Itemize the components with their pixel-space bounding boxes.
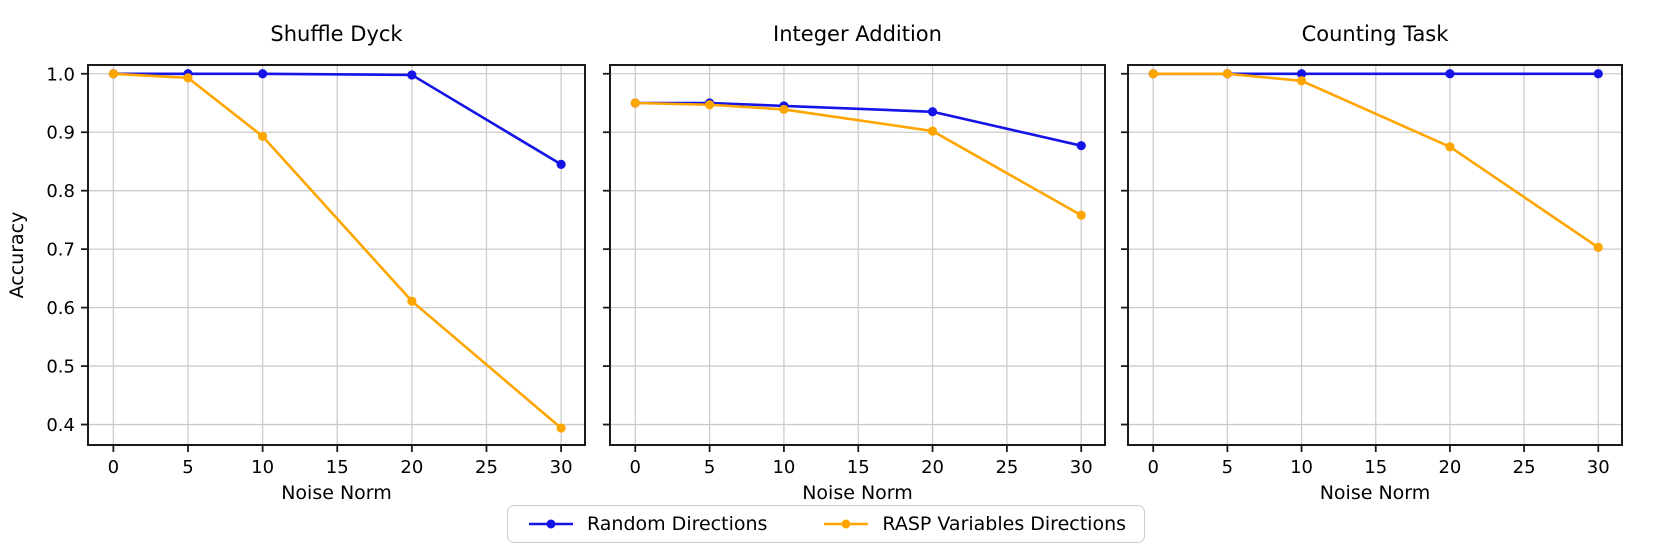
data-point-rasp-variables-directions	[1148, 69, 1158, 79]
x-axis-label: Noise Norm	[281, 482, 392, 504]
y-axis-label: Accuracy	[6, 211, 28, 299]
data-point-rasp-variables-directions	[407, 296, 417, 306]
data-point-rasp-variables-directions	[183, 73, 193, 83]
data-point-random-directions	[927, 107, 938, 117]
data-point-random-directions	[258, 69, 268, 79]
data-point-random-directions	[1445, 69, 1455, 79]
legend-line-marker-icon	[824, 519, 869, 529]
x-tick-label: 15	[326, 457, 349, 478]
plot-frame	[1127, 64, 1623, 446]
x-tick-label: 10	[1290, 457, 1313, 478]
x-tick-label: 15	[1364, 457, 1387, 478]
x-axis-label: Noise Norm	[1319, 482, 1431, 504]
subplot-integer-addition: Integer Addition 0 5 10 15 20 25 30 Noise Norm	[603, 22, 1106, 504]
x-tick-label: 30	[550, 457, 573, 478]
data-point-random-directions	[556, 159, 566, 169]
x-tick-label: 25	[475, 457, 498, 478]
x-tick-label: 5	[704, 457, 715, 478]
y-tick-label: 1.0	[46, 64, 75, 85]
data-point-rasp-variables-directions	[258, 131, 268, 141]
legend-entry-rasp-variables-directions: RASP Variables Directions	[821, 513, 1126, 535]
y-tick-label: 0.5	[46, 357, 75, 378]
x-tick-label: 20	[921, 457, 944, 478]
y-tick-label: 0.7	[46, 240, 75, 261]
legend-label: RASP Variables Directions	[882, 513, 1127, 535]
data-point-rasp-variables-directions	[1593, 242, 1603, 252]
subplot-counting-task: Counting Task 0 5 10 15 20 25 30 Noise Norm	[1121, 22, 1623, 504]
legend: Random Directions RASP Variables Directi…	[506, 505, 1146, 543]
data-point-rasp-variables-directions	[1445, 142, 1455, 152]
x-tick-label: 10	[772, 457, 795, 478]
x-tick-label: 25	[995, 457, 1018, 478]
plot-title: Integer Addition	[773, 22, 942, 46]
subplot-shuffle-dyck: Shuffle Dyck 0 5 10 15 20 25 30 0.4 0.5 0.6 0.7 0.8…	[46, 22, 586, 504]
legend-entry-random-directions: Random Directions	[526, 513, 767, 535]
x-tick-label: 20	[1438, 457, 1461, 478]
data-point-random-directions	[1593, 69, 1603, 79]
x-tick-label: 25	[1513, 457, 1536, 478]
data-point-random-directions	[1296, 69, 1307, 79]
legend-line-marker-icon	[528, 519, 573, 529]
x-tick-label: 0	[108, 457, 119, 478]
plot-area: 0 5 10 15 20 25 30 0.4 0.5 0.6 0.7 0.8 0.9 1.0	[46, 64, 586, 478]
plot-frame	[87, 64, 586, 446]
data-point-rasp-variables-directions	[556, 423, 566, 433]
x-tick-label: 10	[251, 457, 274, 478]
plot-title: Shuffle Dyck	[270, 22, 403, 46]
legend-label: Random Directions	[586, 513, 768, 535]
x-tick-label: 5	[1222, 457, 1233, 478]
data-point-rasp-variables-directions	[704, 100, 715, 110]
data-point-random-directions	[1076, 141, 1086, 151]
data-point-random-directions	[407, 70, 417, 80]
plot-frame	[609, 64, 1106, 446]
x-tick-label: 5	[182, 457, 193, 478]
x-tick-label: 0	[630, 457, 641, 478]
y-tick-label: 0.4	[46, 415, 75, 436]
y-tick-label: 0.6	[46, 298, 75, 319]
plot-area: 0 5 10 15 20 25 30	[1121, 64, 1623, 478]
x-axis-label: Noise Norm	[802, 482, 913, 504]
x-tick-label: 15	[847, 457, 870, 478]
x-tick-label: 20	[400, 457, 423, 478]
x-tick-label: 30	[1070, 457, 1093, 478]
plot-title: Counting Task	[1301, 22, 1449, 46]
x-tick-label: 0	[1147, 457, 1158, 478]
plot-area: 0 5 10 15 20 25 30	[603, 64, 1106, 478]
data-point-rasp-variables-directions	[1076, 210, 1086, 220]
x-tick-label: 30	[1587, 457, 1610, 478]
data-point-rasp-variables-directions	[779, 104, 789, 115]
y-tick-label: 0.9	[46, 123, 75, 144]
data-point-rasp-variables-directions	[1296, 76, 1307, 86]
data-point-rasp-variables-directions	[1222, 69, 1232, 79]
data-point-rasp-variables-directions	[108, 69, 118, 79]
data-point-rasp-variables-directions	[630, 98, 640, 108]
y-tick-label: 0.8	[46, 181, 75, 202]
data-point-rasp-variables-directions	[927, 126, 938, 136]
